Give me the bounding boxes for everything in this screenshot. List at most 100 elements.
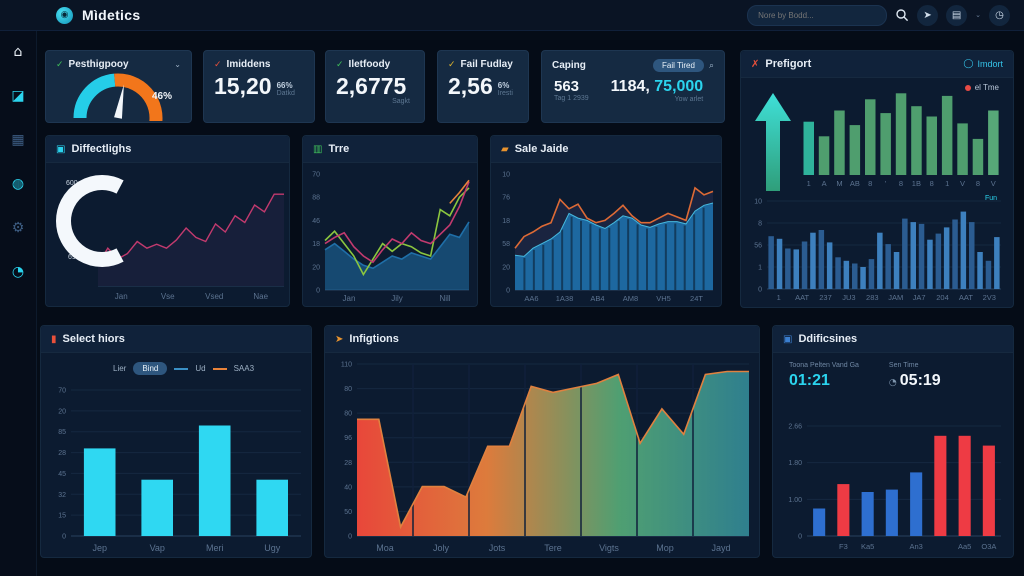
svg-text:10: 10 [754, 199, 762, 206]
import-link[interactable]: ◯ Imdort [963, 59, 1003, 69]
card-title: Sale Jaide [514, 143, 569, 155]
arrow-right-icon: ➤ [335, 333, 344, 345]
card-prefigort: ✗ Prefigort ◯ Imdort el Tme 1 A M AB 8 ' 8 1B 8 1 V… [740, 50, 1014, 308]
svg-text:1A38: 1A38 [556, 294, 574, 303]
sidebar: ⌂ ◪ ▦ ◍ ⚙ ◔ [0, 30, 37, 576]
svg-text:0: 0 [798, 534, 802, 541]
sidebar-item-reports[interactable]: ◔ [0, 250, 36, 294]
svg-text:2V3: 2V3 [983, 293, 996, 302]
svg-text:1.80: 1.80 [788, 460, 802, 467]
bind-pill[interactable]: Bind [133, 362, 168, 375]
svg-text:Tere: Tere [544, 543, 562, 553]
svg-text:JA7: JA7 [913, 293, 926, 302]
svg-text:Moa: Moa [376, 543, 394, 553]
svg-text:28: 28 [344, 460, 352, 467]
card-title: Trre [328, 143, 350, 155]
svg-text:24T: 24T [690, 294, 703, 303]
legend-el-tme: el Tme [964, 83, 999, 92]
svg-text:1: 1 [777, 293, 781, 302]
metric-value: 2,6775 [336, 73, 407, 99]
svg-text:1: 1 [945, 179, 949, 188]
stat-value: 05:19 [899, 372, 941, 389]
svg-text:96: 96 [344, 435, 352, 442]
circle-icon: ◯ [963, 59, 974, 69]
square-icon: ▣ [56, 143, 66, 155]
svg-text:18: 18 [312, 241, 320, 248]
sidebar-item-dashboard[interactable]: ▦ [0, 118, 36, 162]
check-icon: ✓ [214, 59, 222, 70]
y-axis-label-top: 600 [66, 180, 78, 187]
svg-text:0: 0 [348, 534, 352, 541]
cyan-bar-chart: 70 20 85 28 45 32 15 0 Jep Vap Meri Ugy [45, 382, 309, 554]
fail-tired-pill[interactable]: Fail Tired [653, 59, 704, 72]
svg-text:76: 76 [502, 195, 510, 202]
svg-text:58: 58 [502, 241, 510, 248]
svg-text:85: 85 [58, 429, 66, 436]
metric-badge: 66% [276, 81, 293, 90]
gear-icon: ⚙ [11, 220, 25, 236]
svg-text:45: 45 [58, 471, 66, 478]
folder-icon: ▰ [501, 143, 509, 155]
card-title: Prefigort [765, 58, 812, 70]
apps-button-icon[interactable]: ▤ [946, 4, 968, 26]
card-title: Ddificsines [798, 333, 858, 345]
svg-text:An3: An3 [909, 542, 922, 551]
svg-text:Jayd: Jayd [711, 543, 730, 553]
svg-text:204: 204 [936, 293, 949, 302]
svg-text:V: V [960, 179, 965, 188]
search-input[interactable] [747, 4, 888, 26]
svg-text:56: 56 [754, 243, 762, 250]
card-selecthiors: ▮ Select hiors Lier Bind Ud SAA3 70 20 85 2… [40, 325, 312, 558]
svg-text:18: 18 [502, 218, 510, 225]
svg-text:VH5: VH5 [656, 294, 671, 303]
magnifier-icon[interactable]: ⌕ [708, 60, 714, 71]
legend-label: Lier [113, 364, 127, 373]
metric-value: 2,56 [448, 73, 493, 99]
svg-text:237: 237 [819, 293, 832, 302]
sidebar-item-home[interactable]: ⌂ [0, 30, 36, 74]
stat-label: Sen Time [888, 362, 919, 369]
legend-dash-blue [174, 367, 189, 370]
svg-text:46: 46 [312, 218, 320, 225]
svg-text:AB: AB [850, 179, 860, 188]
svg-text:AA6: AA6 [524, 294, 538, 303]
stat-label: Toona Pelten Vand Ga [789, 362, 859, 369]
pie-icon: ◔ [11, 264, 25, 280]
sidebar-item-settings[interactable]: ⚙ [0, 206, 36, 250]
svg-text:40: 40 [344, 484, 352, 491]
search-icon[interactable] [895, 8, 909, 22]
chevron-down-icon[interactable]: ⌄ [975, 11, 981, 19]
globe-icon: ◍ [11, 176, 25, 192]
svg-text:JU3: JU3 [842, 293, 855, 302]
svg-text:Jep: Jep [92, 543, 107, 553]
svg-text:1: 1 [807, 179, 811, 188]
sidebar-item-globe[interactable]: ◍ [0, 162, 36, 206]
bars-icon: ▮ [51, 333, 57, 345]
stat-sub: Tag 1 2939 [554, 95, 589, 102]
svg-text:Vap: Vap [150, 543, 165, 553]
stacked-area-chart: 10 76 18 58 20 0 AA6 1A38 AB4 AM8 VH5 24T [493, 166, 721, 304]
svg-text:8: 8 [976, 179, 980, 188]
svg-text:AM8: AM8 [623, 294, 638, 303]
svg-text:70: 70 [58, 388, 66, 395]
stat-value: 01:21 [789, 372, 830, 389]
users-icon: ◪ [11, 88, 25, 104]
metric-sub: Iresti [497, 90, 513, 97]
cursor-button-icon[interactable]: ➤ [917, 4, 939, 26]
chevron-down-icon[interactable]: ⌄ [174, 60, 181, 69]
stat-value-a: 1184, [610, 78, 650, 95]
svg-text:Meri: Meri [206, 543, 224, 553]
legend-series-a: Ud [195, 364, 206, 373]
svg-text:Ka5: Ka5 [861, 542, 874, 551]
svg-text:1.00: 1.00 [788, 497, 802, 504]
clock-button-icon[interactable]: ◷ [989, 4, 1010, 26]
svg-text:50: 50 [344, 509, 352, 516]
fun-label: Fun [984, 195, 997, 202]
card-trre: ▥ Trre 70 88 46 18 20 0 Jan Jily Nill [302, 135, 478, 307]
svg-text:AAT: AAT [795, 293, 809, 302]
metric-card-caping: Caping Fail Tired ⌕ 563 Tag 1 2939 1184,… [541, 50, 725, 123]
sidebar-item-users[interactable]: ◪ [0, 74, 36, 118]
svg-text:Nill: Nill [439, 294, 450, 303]
magenta-area-chart: Jan Vse Vsed Nae [94, 170, 286, 302]
card-title: Infigtions [349, 333, 399, 345]
